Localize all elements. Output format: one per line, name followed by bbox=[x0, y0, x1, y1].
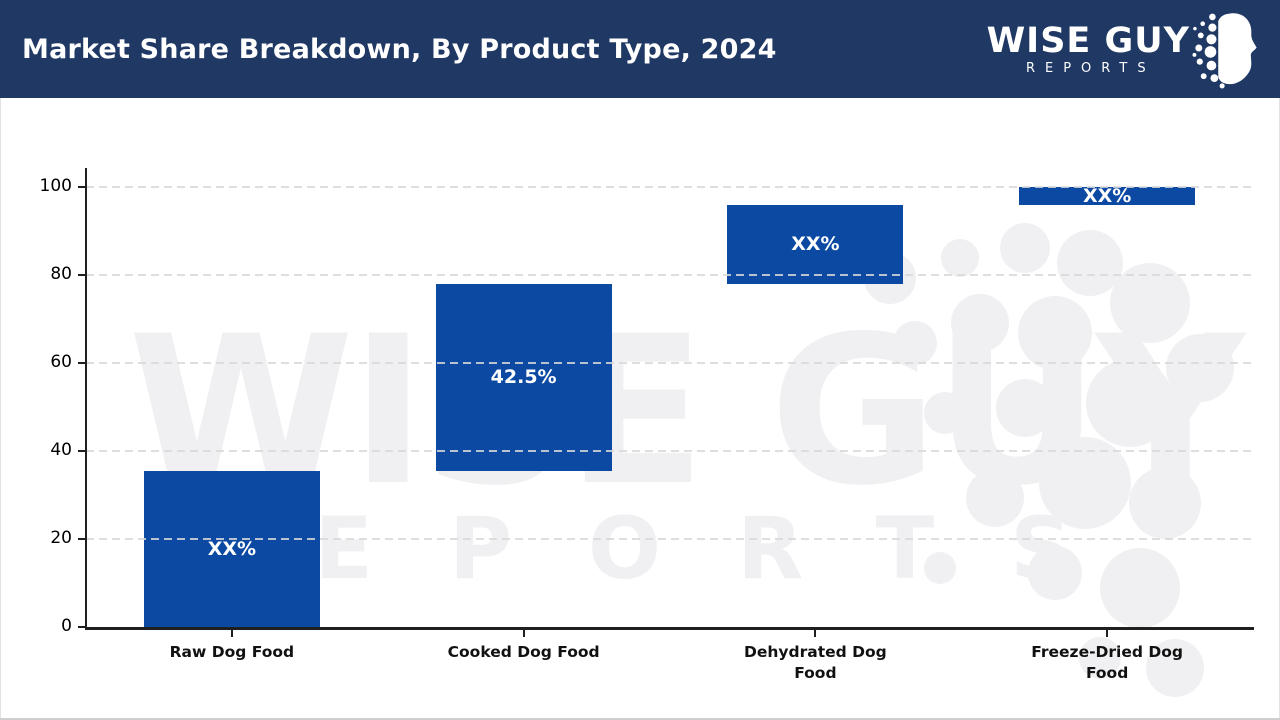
x-axis-category-label: Raw Dog Food bbox=[169, 643, 295, 661]
chart-plot-region: WISE GUY REPORTS 0 20 40 60 80 100 XX% Raw Dog … bbox=[0, 98, 1280, 720]
y-tick-mark bbox=[78, 538, 86, 540]
y-tick-mark bbox=[78, 186, 86, 188]
y-tick-mark bbox=[78, 362, 86, 364]
watermark-subtitle: REPORTS bbox=[172, 499, 1149, 599]
y-axis-tick-label: 60 bbox=[50, 352, 72, 372]
bar-value-label: XX% bbox=[1082, 184, 1132, 207]
y-axis-tick-label: 0 bbox=[61, 616, 72, 636]
bar: XX% bbox=[727, 204, 904, 284]
bar-value-label: 42.5% bbox=[490, 366, 557, 389]
chart-title: Market Share Breakdown, By Product Type,… bbox=[22, 33, 777, 65]
y-tick-mark bbox=[78, 626, 86, 628]
gridline bbox=[86, 538, 1253, 540]
bar: XX% bbox=[143, 470, 320, 627]
x-axis-line bbox=[85, 627, 1254, 630]
watermark-face-dots bbox=[864, 223, 1234, 697]
x-axis-category-label: Cooked Dog Food bbox=[447, 643, 600, 661]
logo-text: WISE GUY REPORTS bbox=[986, 20, 1190, 76]
x-tick-mark bbox=[814, 629, 817, 637]
x-tick-mark bbox=[230, 629, 233, 637]
x-axis-category-label: Freeze-Dried Dog Food bbox=[1031, 643, 1183, 682]
header-bar: Market Share Breakdown, By Product Type,… bbox=[0, 0, 1280, 98]
bar-value-label: XX% bbox=[207, 537, 257, 560]
y-axis-tick-label: 40 bbox=[50, 440, 72, 460]
wise-guy-reports-logo: WISE GUY REPORTS bbox=[987, 7, 1262, 91]
x-tick-mark bbox=[1106, 629, 1109, 637]
logo-subtitle: REPORTS bbox=[1025, 60, 1156, 76]
y-axis-tick-label: 100 bbox=[39, 176, 72, 196]
y-axis-tick-label: 80 bbox=[50, 264, 72, 284]
bar: 42.5% bbox=[435, 283, 612, 471]
x-axis-category-label: Dehydrated Dog Food bbox=[744, 643, 887, 682]
y-axis-tick-label: 20 bbox=[50, 528, 72, 548]
bar: XX% bbox=[1019, 184, 1196, 207]
gridline bbox=[86, 362, 1253, 364]
logo-face-icon bbox=[1192, 13, 1257, 89]
bar-value-label: XX% bbox=[791, 233, 840, 256]
y-tick-mark bbox=[78, 274, 86, 276]
gridline bbox=[86, 450, 1253, 452]
logo-wordmark: WISE GUY bbox=[986, 20, 1190, 61]
y-axis-line bbox=[85, 168, 87, 629]
x-tick-mark bbox=[522, 629, 525, 637]
y-tick-mark bbox=[78, 450, 86, 452]
gridline bbox=[86, 274, 1253, 276]
gridline bbox=[86, 186, 1253, 188]
